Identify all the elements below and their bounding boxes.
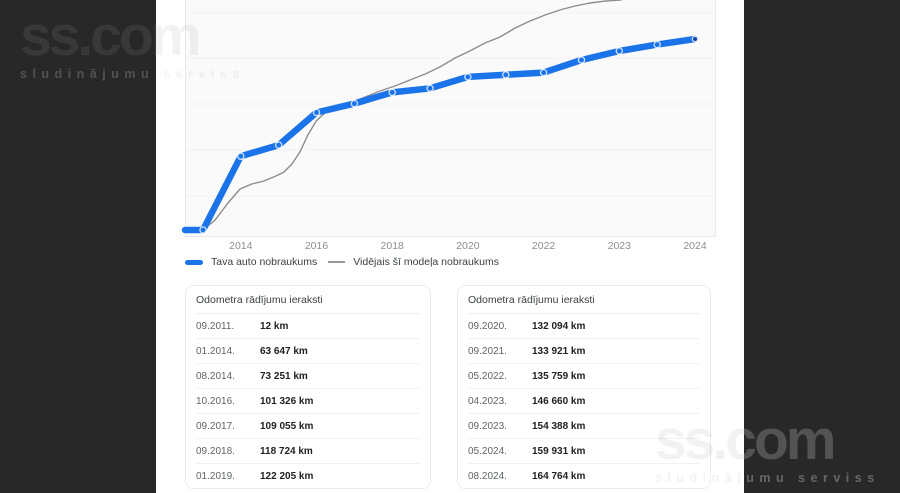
content-panel: 2014 2016 2018 2020 2022 2023 2024 Tava auto n… [156,0,744,493]
record-date: 09.2023. [468,420,507,432]
table-row: 01.2014. 63 647 km [196,339,420,364]
your-car-mileage-line [181,35,699,234]
record-km: 73 251 km [260,370,308,382]
record-date: 08.2014. [196,370,235,382]
table-row: 09.2023. 154 388 km [468,414,700,439]
legend-label: Vidējais šī modeļa nobraukums [353,256,499,268]
record-date: 09.2020. [468,320,507,332]
odometer-record-cards: Odometra rādījumu ieraksti 09.2011. 12 km… [185,285,711,489]
table-row: 05.2022. 135 759 km [468,364,700,389]
data-point-marker [274,141,283,149]
legend-item-average-model[interactable]: Vidējais šī modeļa nobraukums [328,256,499,268]
x-axis-tick: 2016 [305,240,329,252]
table-row: 08.2014. 73 251 km [196,364,420,389]
record-date: 09.2021. [468,345,507,357]
data-point-marker [577,56,586,64]
record-km: 135 759 km [532,370,586,382]
plot-area [185,0,716,237]
odometer-card-2: Odometra rādījumu ieraksti 09.2020. 132 0… [457,285,711,489]
table-row: 09.2011. 12 km [196,314,420,339]
record-km: 63 647 km [260,345,308,357]
table-row: 05.2024. 159 931 km [468,439,700,464]
data-point-marker [312,108,321,117]
data-point-marker [464,73,472,81]
record-date: 09.2011. [196,320,235,332]
record-km: 146 660 km [532,395,586,407]
odometer-card-1: Odometra rādījumu ieraksti 09.2011. 12 km… [185,285,431,489]
record-date: 01.2019. [196,470,235,482]
table-row: 09.2020. 132 094 km [468,314,700,339]
data-point-marker [502,71,510,79]
card-title: Odometra rādījumu ieraksti [468,286,700,314]
data-point-marker [237,152,245,160]
data-point-marker-latest [691,35,699,43]
record-date: 04.2023. [468,395,507,407]
record-km: 133 921 km [532,345,586,357]
record-km: 101 326 km [260,395,314,407]
data-point-marker [350,99,359,108]
legend-label: Tava auto nobraukums [211,256,318,268]
plot-borders [185,0,716,237]
table-row: 08.2024. 164 764 km [468,464,700,488]
x-axis-tick: 2022 [532,240,556,252]
record-date: 08.2024. [468,470,507,482]
record-date: 10.2016. [196,395,235,407]
average-line-swatch-icon [328,261,346,263]
record-km: 154 388 km [532,420,586,432]
record-date: 05.2024. [468,445,507,457]
record-km: 132 094 km [532,320,586,332]
table-row: 01.2019. 122 205 km [196,464,420,488]
x-axis-tick: 2018 [381,240,405,252]
record-date: 05.2022. [468,370,507,382]
data-point-marker [653,40,661,49]
data-point-marker [426,84,434,93]
data-point-marker [615,47,624,55]
record-date: 01.2014. [196,345,235,357]
table-row: 09.2018. 118 724 km [196,439,420,464]
record-km: 109 055 km [260,420,314,432]
record-date: 09.2018. [196,445,235,457]
record-km: 118 724 km [260,445,313,457]
mileage-chart: 2014 2016 2018 2020 2022 2023 2024 [181,0,716,252]
average-model-mileage-line [202,0,623,231]
table-row: 10.2016. 101 326 km [196,389,420,414]
record-date: 09.2017. [196,420,235,432]
table-row: 04.2023. 146 660 km [468,389,700,414]
x-axis-tick: 2020 [456,240,480,252]
data-point-marker [199,226,207,234]
chart-legend: Tava auto nobraukums Vidējais šī modeļa … [185,255,499,269]
record-km: 122 205 km [260,470,314,482]
table-row: 09.2021. 133 921 km [468,339,700,364]
data-point-marker [539,68,548,77]
x-axis-tick: 2023 [608,240,632,252]
record-km: 12 km [260,320,289,332]
x-axis-tick: 2014 [229,240,253,252]
card-body: 09.2011. 12 km 01.2014. 63 647 km 08.2014. 73… [196,314,420,488]
your-car-line-swatch-icon [185,259,203,265]
data-point-marker [388,88,396,97]
record-km: 164 764 km [532,470,586,482]
x-axis-tick: 2024 [683,240,707,252]
card-title: Odometra rādījumu ieraksti [196,286,420,314]
legend-item-your-car[interactable]: Tava auto nobraukums [185,256,317,268]
table-row: 09.2017. 109 055 km [196,414,420,439]
card-body: 09.2020. 132 094 km 09.2021. 133 921 km 05.2… [468,314,700,488]
record-km: 159 931 km [532,445,586,457]
